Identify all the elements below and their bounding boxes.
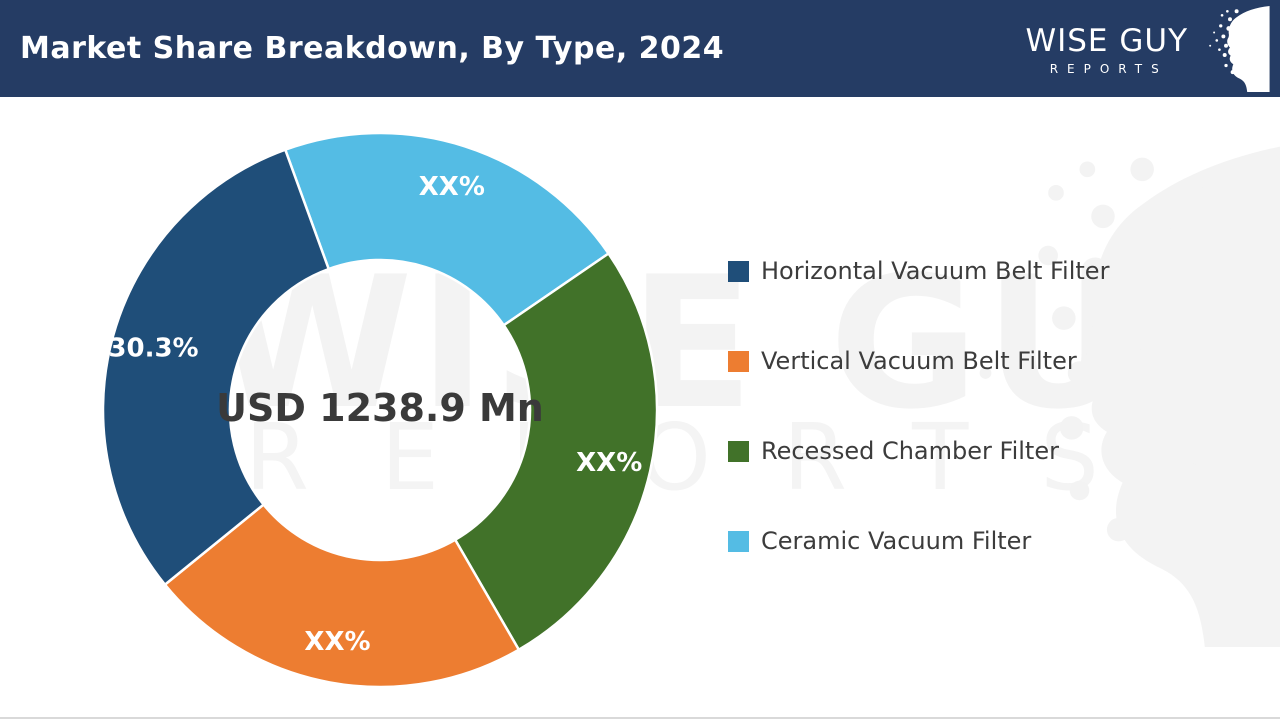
legend-swatch [728,260,749,282]
legend-swatch [728,530,749,552]
legend-item-recessed-chamber-filter: Recessed Chamber Filter [728,406,1109,496]
legend-label: Ceramic Vacuum Filter [761,527,1032,555]
wiseguy-logo-text: WISE GUY REPORTS [1025,23,1188,76]
donut-segment-recessed-chamber-filter [453,252,659,651]
segment-label: XX% [304,627,370,657]
watermark-text-line2: REPORTS [245,404,1171,511]
segment-label: XX% [576,448,642,478]
legend-item-ceramic-vacuum-filter: Ceramic Vacuum Filter [728,496,1109,586]
logo-wordmark: WISE GUY [1025,22,1188,59]
legend-item-horizontal-vacuum-belt-filter: Horizontal Vacuum Belt Filter [728,226,1109,316]
page-title: Market Share Breakdown, By Type, 2024 [20,31,725,66]
header-bar: Market Share Breakdown, By Type, 2024 WI… [0,0,1280,97]
legend-swatch [728,440,749,462]
logo-subtitle: REPORTS [1049,61,1168,76]
bottom-divider [0,717,1280,719]
wiseguy-logo: WISE GUY REPORTS [1025,4,1270,94]
legend-label: Vertical Vacuum Belt Filter [761,347,1077,375]
chart-center-value: USD 1238.9 Mn [216,386,544,430]
legend-swatch [728,350,749,372]
legend-label: Horizontal Vacuum Belt Filter [761,257,1110,285]
donut-segment-vertical-vacuum-belt-filter [163,503,521,689]
donut-segment-horizontal-vacuum-belt-filter [101,148,330,586]
segment-label: XX% [419,172,485,202]
legend-item-vertical-vacuum-belt-filter: Vertical Vacuum Belt Filter [728,316,1109,406]
donut-segment-ceramic-vacuum-filter [284,131,610,327]
chart-legend: Horizontal Vacuum Belt Filter Vertical V… [728,226,1109,586]
segment-label: 30.3% [108,333,198,363]
logo-face-icon [1190,6,1270,92]
legend-label: Recessed Chamber Filter [761,437,1059,465]
